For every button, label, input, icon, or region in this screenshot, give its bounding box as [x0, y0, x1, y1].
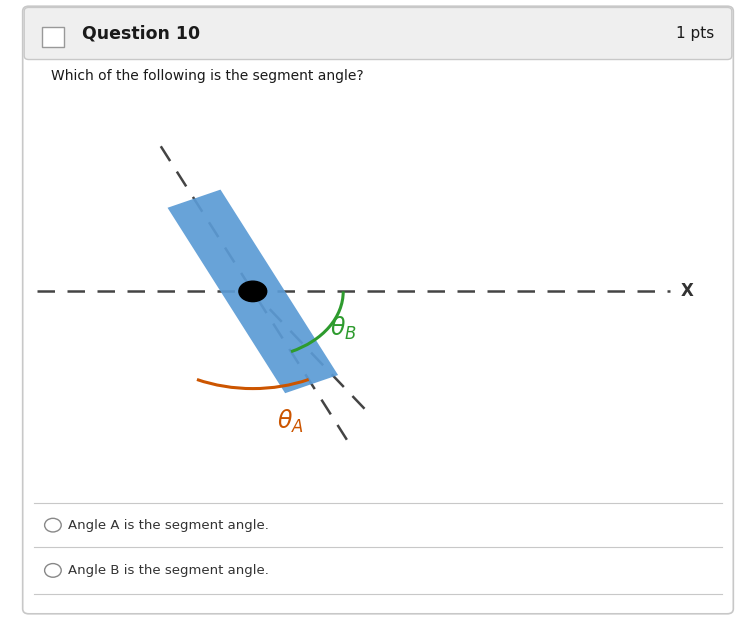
Text: $\theta_A$: $\theta_A$: [277, 408, 304, 435]
Text: X: X: [680, 282, 693, 301]
Text: Which of the following is the segment angle?: Which of the following is the segment an…: [51, 69, 364, 82]
Text: $\theta_B$: $\theta_B$: [330, 314, 356, 342]
Text: Angle B is the segment angle.: Angle B is the segment angle.: [68, 564, 269, 577]
Text: Question 10: Question 10: [82, 24, 200, 43]
FancyBboxPatch shape: [23, 6, 733, 614]
Bar: [42, 27, 64, 47]
Circle shape: [239, 281, 267, 302]
Text: Angle A is the segment angle.: Angle A is the segment angle.: [68, 519, 269, 531]
Text: 1 pts: 1 pts: [676, 26, 714, 41]
Polygon shape: [168, 190, 338, 393]
FancyBboxPatch shape: [24, 7, 732, 60]
